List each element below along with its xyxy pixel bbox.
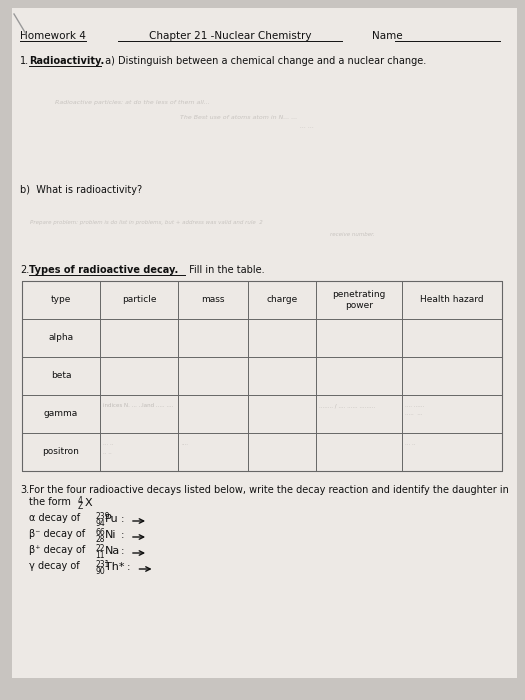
Text: Ni: Ni (105, 530, 117, 540)
Text: 239: 239 (95, 512, 110, 521)
Text: charge: charge (266, 295, 298, 304)
Text: Na: Na (105, 546, 120, 556)
Text: ... ..: ... .. (103, 441, 113, 446)
Text: For the four radioactive decays listed below, write the decay reaction and ident: For the four radioactive decays listed b… (29, 485, 509, 495)
Text: Pu: Pu (105, 514, 119, 524)
Text: X: X (85, 498, 92, 508)
Text: 3.: 3. (20, 485, 29, 495)
Text: b)  What is radioactivity?: b) What is radioactivity? (20, 185, 142, 195)
Text: β⁺ decay of: β⁺ decay of (29, 545, 85, 555)
Text: :: : (124, 562, 131, 572)
Text: indices N. ... ..land ..... ....: indices N. ... ..land ..... .... (103, 403, 173, 408)
Text: 4: 4 (78, 496, 83, 505)
Text: Radioactive particles: at do the less of them all...: Radioactive particles: at do the less of… (55, 100, 210, 105)
Text: 94: 94 (95, 519, 105, 528)
Bar (22, 281, 502, 471)
Text: 66: 66 (95, 528, 105, 537)
Text: alpha: alpha (48, 333, 74, 342)
Text: Prepare problem: problem is do list in problems, but + address was valid and rul: Prepare problem: problem is do list in p… (30, 220, 262, 225)
Text: α decay of: α decay of (29, 513, 80, 523)
Text: Radioactivity.: Radioactivity. (29, 56, 104, 66)
Text: a) Distinguish between a chemical change and a nuclear change.: a) Distinguish between a chemical change… (102, 56, 426, 66)
Text: :: : (118, 514, 124, 524)
Text: ....: .... (181, 441, 188, 446)
Text: .....  ...: ..... ... (405, 411, 423, 416)
Text: Fill in the table.: Fill in the table. (186, 265, 265, 275)
Text: penetrating
power: penetrating power (332, 290, 386, 309)
Text: 1.: 1. (20, 56, 29, 66)
Text: Health hazard: Health hazard (420, 295, 484, 304)
Text: Homework 4: Homework 4 (20, 31, 86, 41)
Text: gamma: gamma (44, 410, 78, 419)
Text: .... ......: .... ...... (405, 403, 424, 408)
Text: 231: 231 (95, 560, 109, 569)
Text: 90: 90 (95, 566, 105, 575)
Text: type: type (51, 295, 71, 304)
Text: Name: Name (372, 31, 403, 41)
Text: γ decay of: γ decay of (29, 561, 80, 571)
Text: beta: beta (51, 372, 71, 381)
Text: .. ..: .. .. (103, 450, 112, 455)
Text: positron: positron (43, 447, 79, 456)
Text: 22: 22 (95, 544, 104, 553)
Text: :: : (118, 546, 124, 556)
Text: ... ...: ... ... (300, 124, 314, 129)
Text: The Best use of atoms atom in N... ...: The Best use of atoms atom in N... ... (180, 115, 297, 120)
Text: particle: particle (122, 295, 156, 304)
Text: Chapter 21 -Nuclear Chemistry: Chapter 21 -Nuclear Chemistry (149, 31, 311, 41)
Text: Th*: Th* (105, 562, 124, 572)
Text: 2.: 2. (20, 265, 29, 275)
Text: :: : (118, 530, 124, 540)
Text: β⁻ decay of: β⁻ decay of (29, 529, 85, 539)
Text: ........ / .... ...... .........: ........ / .... ...... ......... (319, 403, 375, 408)
Text: receive number.: receive number. (330, 232, 375, 237)
Text: mass: mass (201, 295, 225, 304)
Text: Types of radioactive decay.: Types of radioactive decay. (29, 265, 179, 275)
Text: 28: 28 (95, 535, 104, 543)
Text: Z: Z (78, 502, 83, 511)
Text: ... ..: ... .. (405, 441, 415, 446)
Text: the form: the form (29, 497, 71, 507)
Text: 11: 11 (95, 550, 104, 559)
